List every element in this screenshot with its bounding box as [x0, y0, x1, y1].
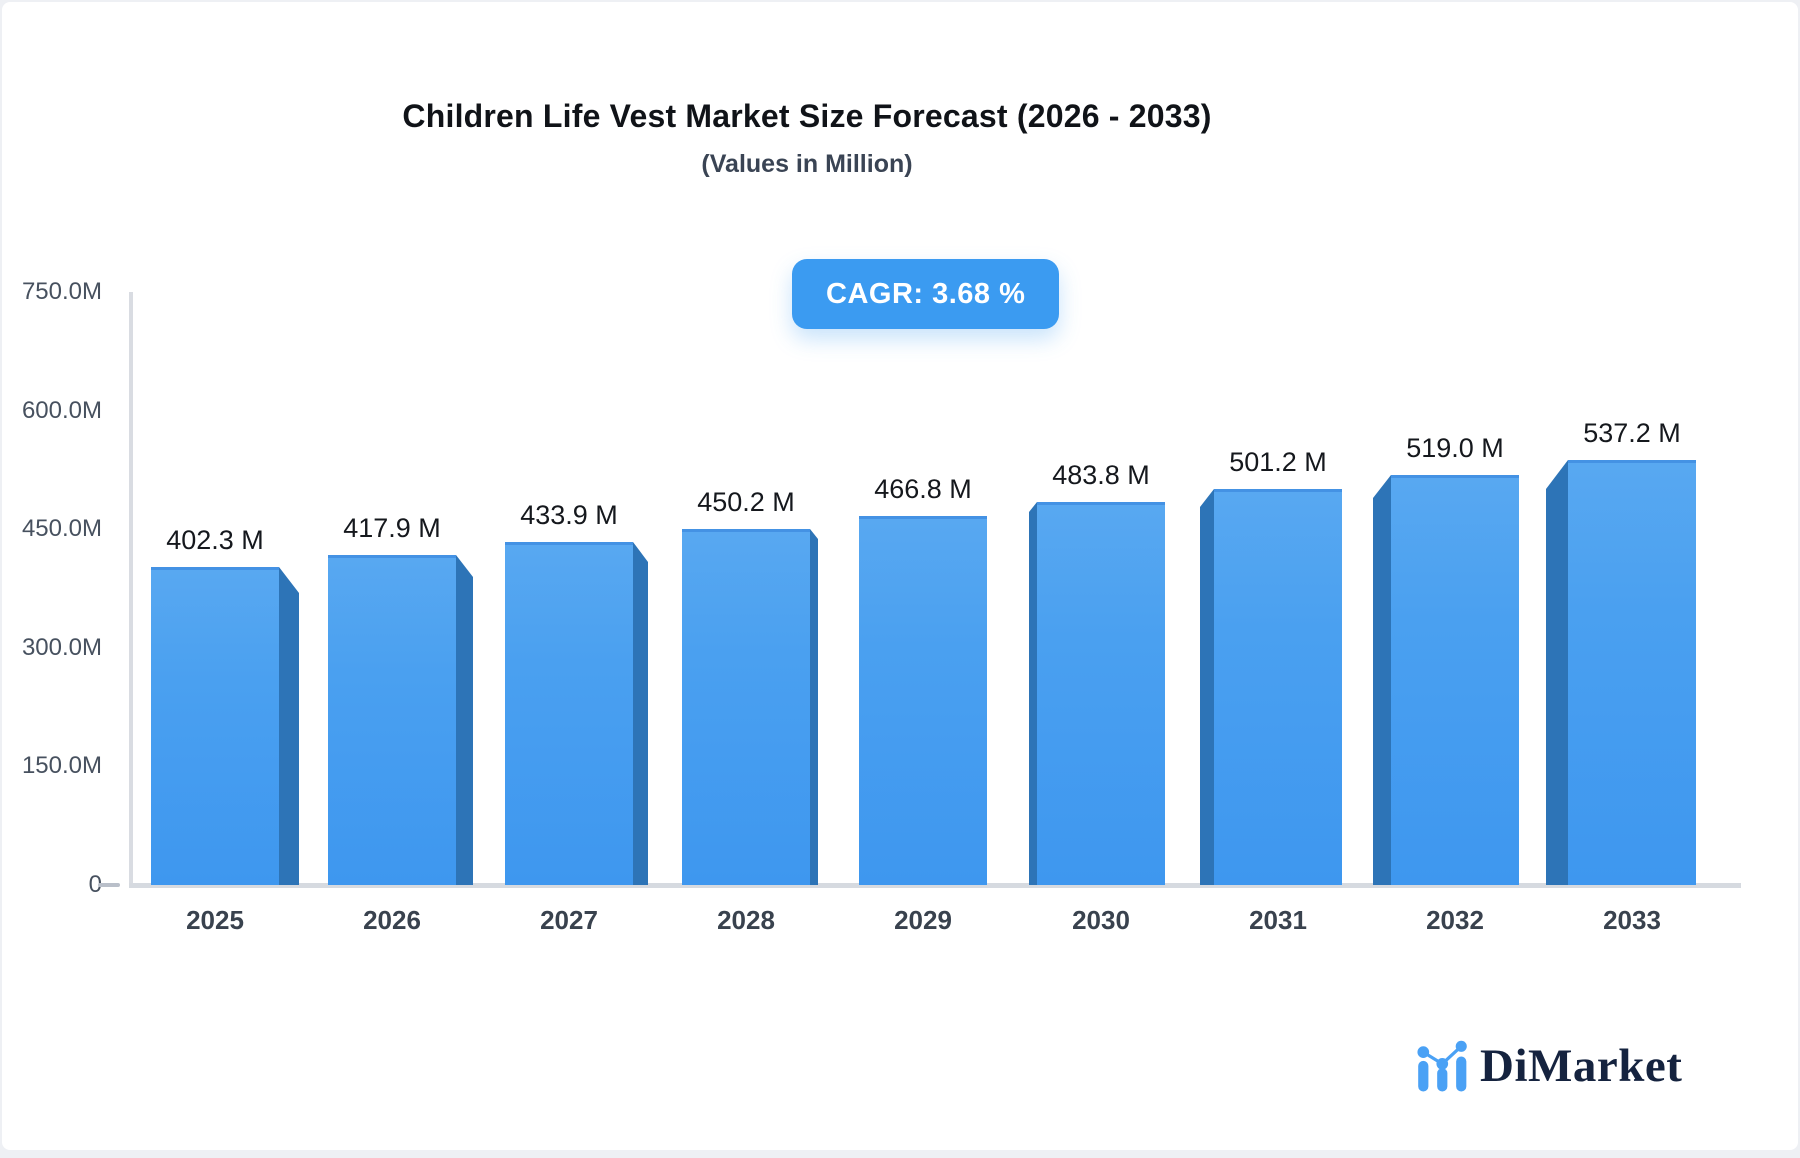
bar-front-face — [151, 567, 279, 885]
bar-side-face — [1200, 489, 1214, 885]
bar-front-face — [328, 555, 456, 885]
bar-2030[interactable] — [1029, 502, 1165, 885]
y-axis-tick-label: 300.0M — [2, 634, 102, 662]
y-axis-tick-label: 750.0M — [2, 278, 102, 306]
zero-tick-mark — [98, 883, 120, 887]
y-axis-line — [129, 292, 133, 887]
bar-2033[interactable] — [1546, 460, 1696, 885]
bar-side-face — [810, 529, 818, 885]
bar-side-face — [1546, 460, 1568, 885]
bar-front-face — [1391, 475, 1519, 885]
bar-2029[interactable] — [859, 516, 987, 885]
bar-side-face — [1029, 502, 1037, 885]
logo-text: DiMarket — [1480, 1040, 1682, 1092]
x-axis-year-label: 2033 — [1522, 905, 1742, 936]
bar-front-face — [682, 529, 810, 885]
bar-2027[interactable] — [505, 542, 648, 885]
bar-2031[interactable] — [1200, 489, 1342, 885]
bar-front-face — [1568, 460, 1696, 885]
bar-2025[interactable] — [151, 567, 299, 885]
bar-front-face — [1037, 502, 1165, 885]
bar-2026[interactable] — [328, 555, 473, 885]
bar-front-face — [505, 542, 633, 885]
bar-2028[interactable] — [682, 529, 818, 885]
bar-value-label: 537.2 M — [1522, 418, 1742, 449]
bar-chart-icon — [1416, 1040, 1470, 1092]
dimarket-logo: DiMarket — [1416, 1040, 1682, 1092]
bar-side-face — [279, 567, 299, 885]
y-axis-tick-label: 600.0M — [2, 397, 102, 425]
bar-front-face — [1214, 489, 1342, 885]
bar-front-face — [859, 516, 987, 885]
bar-side-face — [1373, 475, 1391, 885]
bar-side-face — [633, 542, 648, 885]
y-axis-tick-label: 0 — [2, 871, 102, 899]
bar-side-face — [456, 555, 473, 885]
bar-2032[interactable] — [1373, 475, 1519, 885]
y-axis-tick-label: 450.0M — [2, 515, 102, 543]
y-axis-tick-label: 150.0M — [2, 752, 102, 780]
